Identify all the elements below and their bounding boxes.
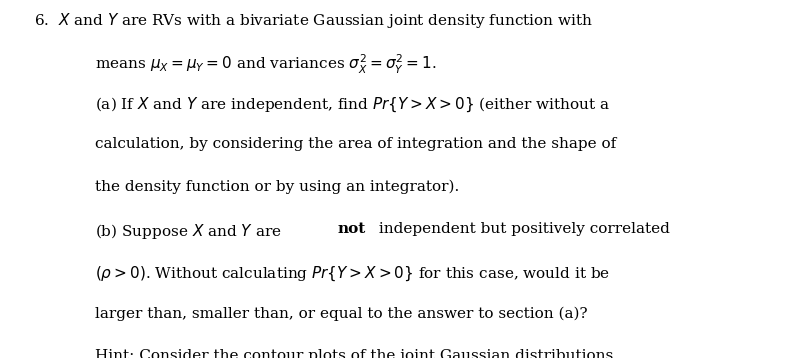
Text: calculation, by considering the area of integration and the shape of: calculation, by considering the area of … [95,137,617,151]
Text: larger than, smaller than, or equal to the answer to section (a)?: larger than, smaller than, or equal to t… [95,306,588,321]
Text: independent but positively correlated: independent but positively correlated [374,222,670,236]
Text: (a) If $X$ and $Y$ are independent, find $Pr\{Y > X > 0\}$ (either without a: (a) If $X$ and $Y$ are independent, find… [95,95,610,113]
Text: Hint: Hint [95,349,129,358]
Text: $(\rho > 0)$. Without calculating $Pr\{Y > X > 0\}$ for this case, would it be: $(\rho > 0)$. Without calculating $Pr\{Y… [95,264,610,282]
Text: the density function or by using an integrator).: the density function or by using an inte… [95,180,459,194]
Text: Hint: Consider the contour plots of the joint Gaussian distributions.: Hint: Consider the contour plots of the … [95,349,618,358]
Text: means $\mu_X = \mu_Y = 0$ and variances $\sigma_X^2 = \sigma_Y^2 = 1$.: means $\mu_X = \mu_Y = 0$ and variances … [95,53,437,76]
Text: 6.  $X$ and $Y$ are RVs with a bivariate Gaussian joint density function with: 6. $X$ and $Y$ are RVs with a bivariate … [34,11,593,30]
Text: not: not [337,222,365,236]
Text: (b) Suppose $X$ and $Y$ are: (b) Suppose $X$ and $Y$ are [95,222,283,241]
